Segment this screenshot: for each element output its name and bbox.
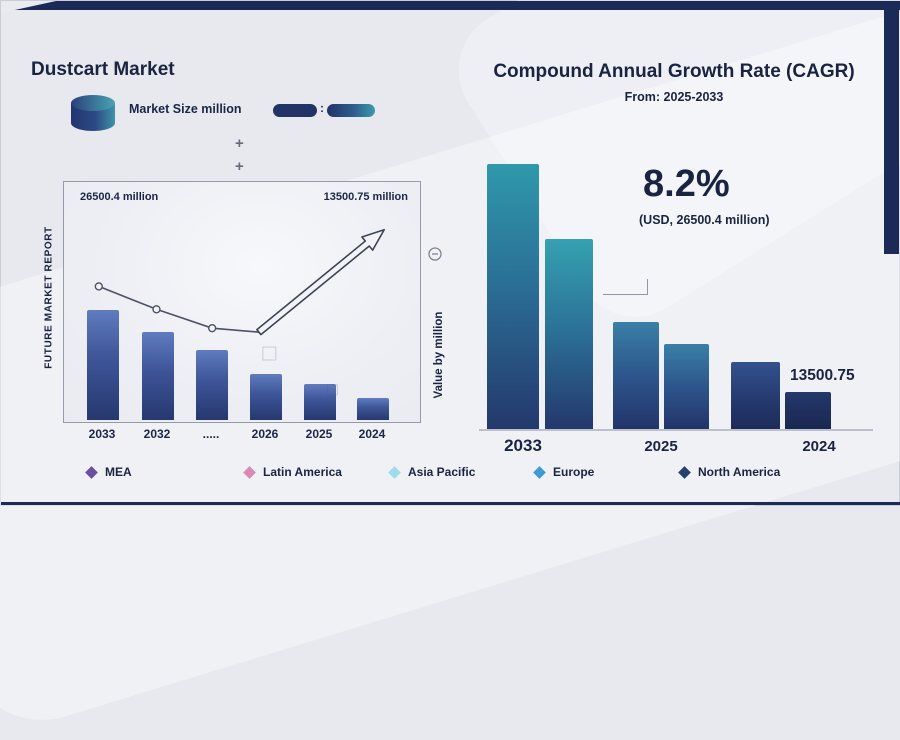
diamond-marker-icon [85, 465, 98, 479]
legend-item-mea: MEA [85, 465, 132, 479]
bar-2025-a [613, 322, 659, 429]
bar-2033 [87, 310, 119, 420]
diamond-marker-icon [243, 465, 256, 479]
corner-bracket-decoration [603, 279, 648, 295]
legend-item-latin-america: Latin America [243, 465, 342, 479]
diamond-marker-icon [533, 465, 546, 479]
top-navy-strip [1, 1, 900, 10]
cagr-subtitle: From: 2025-2033 [624, 90, 724, 104]
bar-2024-a [731, 362, 780, 429]
market-size-chart-panel: 26500.4 million 13500.75 million [63, 181, 421, 423]
bar-2032 [142, 332, 174, 420]
future-market-report-banner: FUTURE MARKET REPORT [43, 226, 55, 369]
x-label-2026: 2026 [251, 427, 279, 441]
cagr-note: (USD, 26500.4 million) [639, 213, 770, 227]
x-label-ellipsis: ..... [202, 427, 220, 441]
x-label-2024: 2024 [358, 427, 386, 441]
x-label-2025: 2025 [305, 427, 333, 441]
bar-2033-b [545, 239, 593, 429]
legend-item-asia-pacific: Asia Pacific [388, 465, 476, 479]
bottom-navy-strip [1, 502, 900, 505]
plus-decoration-icon: + [235, 135, 244, 152]
legend-label: Europe [553, 465, 595, 479]
group-label-2025: 2025 [644, 438, 678, 455]
legend-pill-separator: : [320, 101, 324, 115]
diamond-marker-icon [678, 465, 691, 479]
end-value-label: 13500.75 million [323, 191, 408, 203]
bar-2024 [357, 398, 389, 420]
legend-item-europe: Europe [533, 465, 595, 479]
right-navy-strip [884, 1, 899, 254]
bar-2025 [304, 384, 336, 420]
plus-decoration-icon: + [235, 158, 244, 175]
x-axis-baseline [479, 429, 873, 431]
bar-2024-b [785, 392, 831, 429]
bar-2025-b [664, 344, 709, 429]
market-size-legend-label: Market Size million [129, 102, 242, 116]
cylinder-database-icon [71, 95, 115, 131]
cagr-value: 8.2% [643, 163, 730, 205]
legend-pill-gradient [327, 104, 375, 117]
group-label-2024: 2024 [802, 438, 836, 455]
value-label-13500: 13500.75 [790, 367, 855, 384]
x-label-2033: 2033 [88, 427, 116, 441]
cagr-chart [479, 151, 873, 431]
cagr-title: Compound Annual Growth Rate (CAGR) [493, 61, 855, 82]
legend-label: MEA [105, 465, 132, 479]
report-title: Dustcart Market [31, 59, 175, 80]
top-left-corner-cut [1, 1, 56, 13]
circle-minus-icon [428, 247, 442, 261]
legend-pill-dark [273, 104, 317, 117]
legend-label: Latin America [263, 465, 342, 479]
infographic-canvas: Dustcart Market Compound Annual Growth R… [0, 0, 900, 506]
bar-2026 [250, 374, 282, 420]
bar-2033-a [487, 164, 539, 429]
legend-label: Asia Pacific [408, 465, 476, 479]
legend-label: North America [698, 465, 781, 479]
bar-mid [196, 350, 228, 420]
group-label-2033: 2033 [504, 436, 542, 455]
value-axis-label: Value by million [433, 311, 445, 399]
max-value-label: 26500.4 million [80, 191, 159, 203]
x-label-2032: 2032 [143, 427, 171, 441]
diamond-marker-icon [388, 465, 401, 479]
legend-item-north-america: North America [678, 465, 781, 479]
